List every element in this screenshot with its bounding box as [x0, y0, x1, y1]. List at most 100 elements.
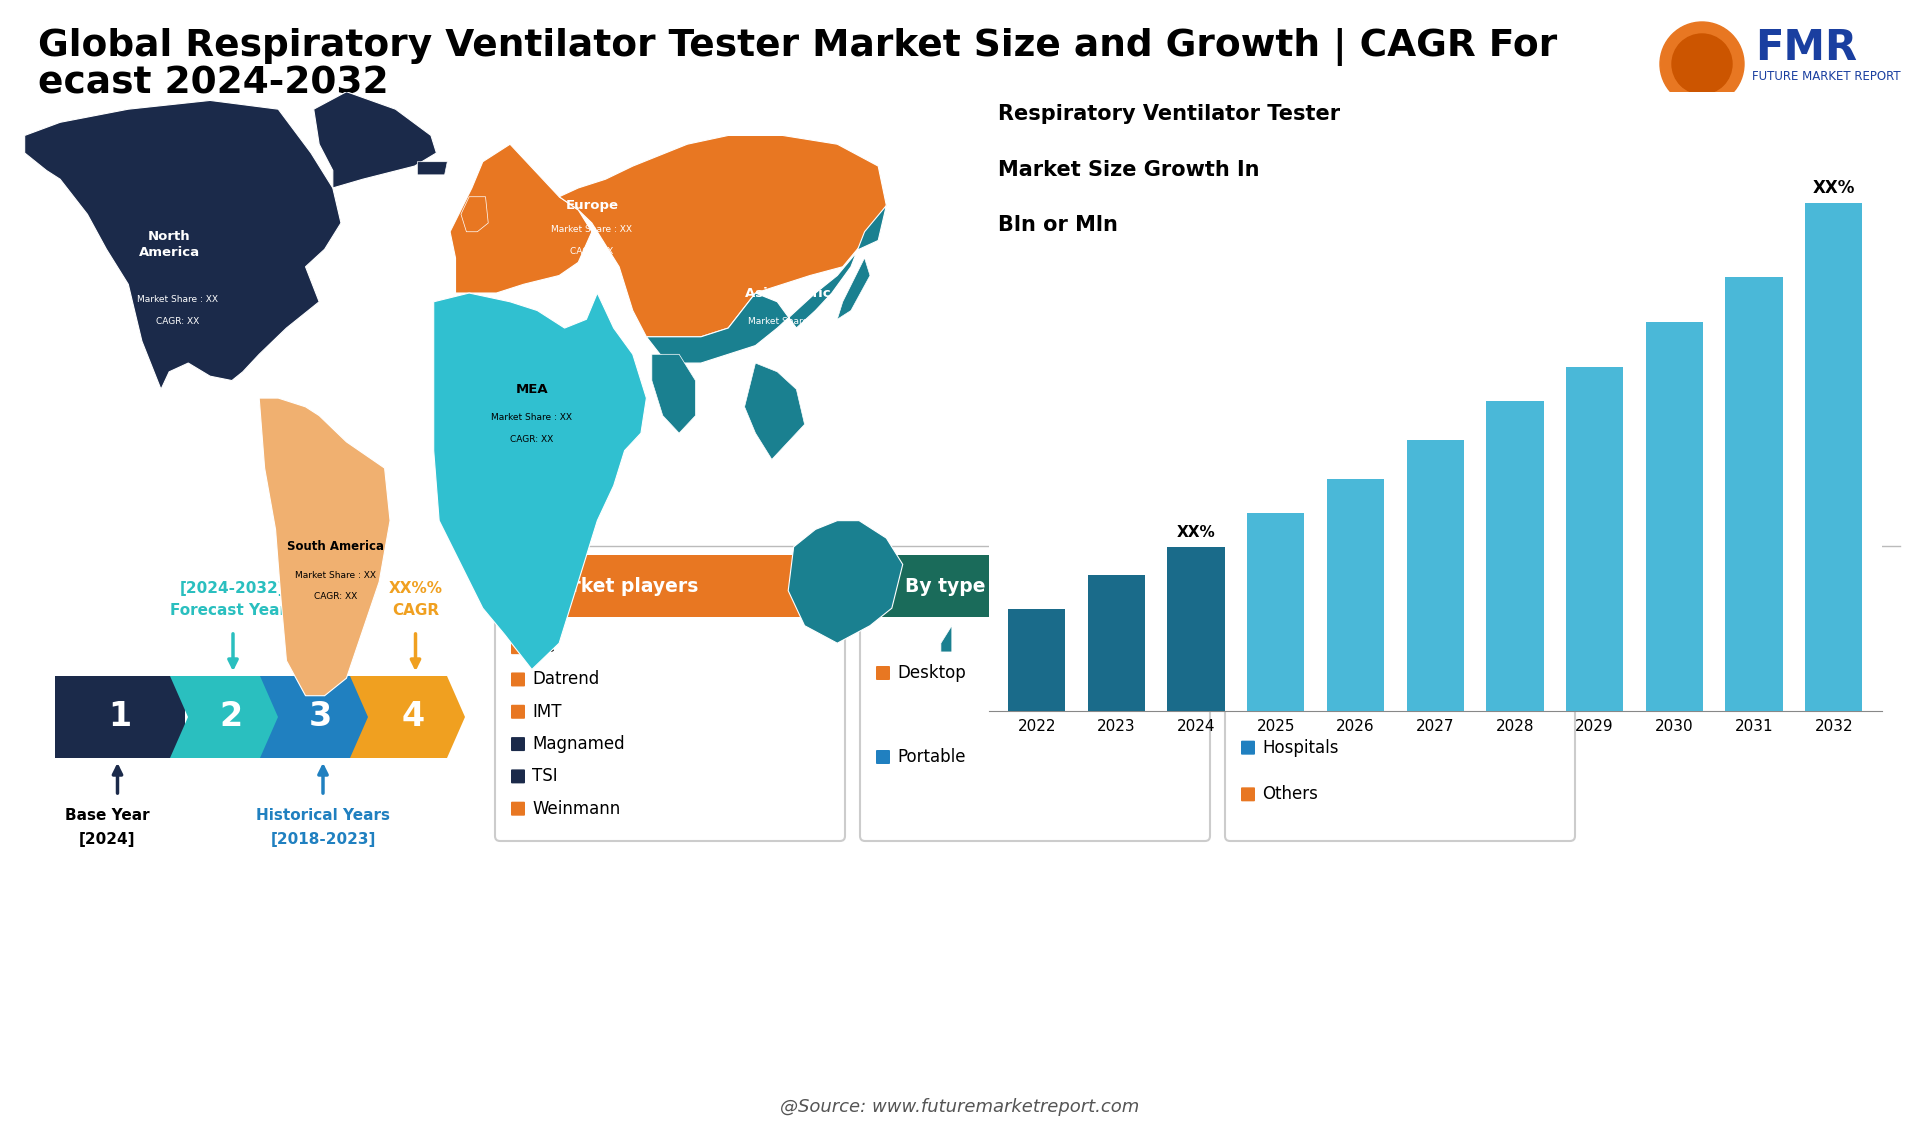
Text: Respiratory Ventilator Tester: Respiratory Ventilator Tester: [998, 104, 1340, 124]
Text: [2024]: [2024]: [79, 832, 136, 847]
FancyBboxPatch shape: [511, 802, 524, 816]
Bar: [1805, 203, 1862, 711]
Polygon shape: [434, 293, 647, 669]
Circle shape: [1244, 581, 1256, 591]
Polygon shape: [745, 363, 804, 460]
Polygon shape: [461, 197, 488, 231]
Text: South America: South America: [286, 541, 384, 554]
Text: XX%: XX%: [1177, 525, 1215, 540]
FancyBboxPatch shape: [1240, 740, 1256, 755]
Text: BC: BC: [532, 638, 555, 657]
Circle shape: [1661, 22, 1743, 105]
Text: By type: By type: [904, 576, 985, 596]
Text: Clinic: Clinic: [1261, 692, 1308, 711]
Polygon shape: [449, 144, 591, 293]
Text: Global Respiratory Ventilator Tester Market Size and Growth | CAGR For: Global Respiratory Ventilator Tester Mar…: [38, 28, 1557, 66]
Bar: [1327, 479, 1384, 711]
Polygon shape: [647, 205, 887, 363]
Text: By application: By application: [1269, 576, 1421, 596]
FancyBboxPatch shape: [876, 749, 891, 764]
Text: North
America: North America: [138, 230, 200, 259]
Polygon shape: [417, 162, 447, 175]
Text: 4: 4: [401, 700, 424, 733]
Text: ecast 2024-2032: ecast 2024-2032: [38, 66, 388, 102]
Text: Others: Others: [1261, 785, 1317, 803]
Text: 3: 3: [309, 700, 332, 733]
Text: CAGR: XX: CAGR: XX: [511, 434, 553, 444]
Bar: [1008, 609, 1066, 711]
Circle shape: [1238, 575, 1261, 597]
Polygon shape: [171, 676, 280, 758]
Text: Market players: Market players: [540, 576, 699, 596]
Bar: [1248, 513, 1304, 711]
FancyBboxPatch shape: [876, 666, 891, 680]
Bar: [1486, 401, 1544, 711]
Text: Hospitals: Hospitals: [1261, 739, 1338, 756]
Text: XX%: XX%: [1812, 179, 1855, 196]
Circle shape: [515, 581, 524, 591]
Polygon shape: [259, 398, 390, 696]
Text: CAGR: XX: CAGR: XX: [570, 246, 614, 256]
Polygon shape: [837, 258, 870, 320]
Text: Bln or Mln: Bln or Mln: [998, 215, 1117, 235]
Circle shape: [1672, 34, 1732, 94]
Text: CAGR: XX: CAGR: XX: [766, 338, 810, 347]
Text: Base Year: Base Year: [65, 808, 150, 823]
FancyBboxPatch shape: [492, 555, 849, 617]
Text: [2018-2023]: [2018-2023]: [271, 832, 376, 847]
Text: 2: 2: [219, 700, 242, 733]
Text: IMT: IMT: [532, 702, 561, 721]
Text: Market Share : XX: Market Share : XX: [136, 295, 217, 304]
Polygon shape: [559, 135, 887, 337]
Text: CAGR: XX: CAGR: XX: [156, 316, 200, 325]
Polygon shape: [653, 354, 695, 433]
Text: Weinmann: Weinmann: [532, 800, 620, 818]
Bar: [1087, 575, 1144, 711]
Text: XX%%: XX%%: [388, 581, 442, 596]
Text: Market Share : XX: Market Share : XX: [492, 413, 572, 422]
Text: Magnamed: Magnamed: [532, 735, 624, 753]
FancyBboxPatch shape: [511, 705, 524, 719]
FancyBboxPatch shape: [856, 555, 1213, 617]
Circle shape: [874, 575, 897, 597]
Bar: [1167, 547, 1225, 711]
Text: Market Share : XX: Market Share : XX: [551, 225, 632, 234]
Polygon shape: [313, 92, 436, 188]
Text: FUTURE MARKET REPORT: FUTURE MARKET REPORT: [1751, 70, 1901, 83]
Circle shape: [509, 575, 532, 597]
Text: Datrend: Datrend: [532, 670, 599, 689]
FancyBboxPatch shape: [511, 769, 524, 784]
Text: Forecast Years: Forecast Years: [171, 603, 296, 618]
Text: MEA: MEA: [516, 383, 549, 395]
Polygon shape: [259, 676, 371, 758]
Text: Market Size Growth In: Market Size Growth In: [998, 159, 1260, 180]
FancyBboxPatch shape: [56, 676, 184, 758]
Text: TSI: TSI: [532, 768, 557, 785]
Bar: [1645, 322, 1703, 711]
Text: Market Share : XX: Market Share : XX: [296, 571, 376, 580]
Text: Historical Years: Historical Years: [255, 808, 390, 823]
Text: Europe: Europe: [564, 199, 618, 212]
Circle shape: [879, 581, 891, 591]
Text: Portable: Portable: [897, 748, 966, 766]
FancyBboxPatch shape: [511, 673, 524, 686]
Text: Asia Pacific: Asia Pacific: [745, 286, 831, 299]
FancyBboxPatch shape: [511, 737, 524, 751]
Text: FMR: FMR: [1755, 28, 1857, 69]
Bar: [1407, 440, 1463, 711]
Text: @Source: www.futuremarketreport.com: @Source: www.futuremarketreport.com: [780, 1098, 1140, 1116]
Text: Desktop: Desktop: [897, 664, 966, 682]
FancyBboxPatch shape: [511, 641, 524, 654]
FancyBboxPatch shape: [495, 562, 845, 841]
Text: Ambulatory: Ambulatory: [1261, 645, 1359, 664]
FancyBboxPatch shape: [1240, 787, 1256, 801]
Polygon shape: [941, 626, 952, 652]
Bar: [1567, 367, 1622, 711]
FancyBboxPatch shape: [1240, 647, 1256, 661]
Polygon shape: [25, 101, 342, 390]
Bar: [1726, 276, 1784, 711]
Text: [2024-2032]: [2024-2032]: [180, 581, 286, 596]
Text: Market Share : XX: Market Share : XX: [747, 316, 829, 325]
Text: CAGR: CAGR: [392, 603, 440, 618]
Text: 1: 1: [108, 700, 132, 733]
